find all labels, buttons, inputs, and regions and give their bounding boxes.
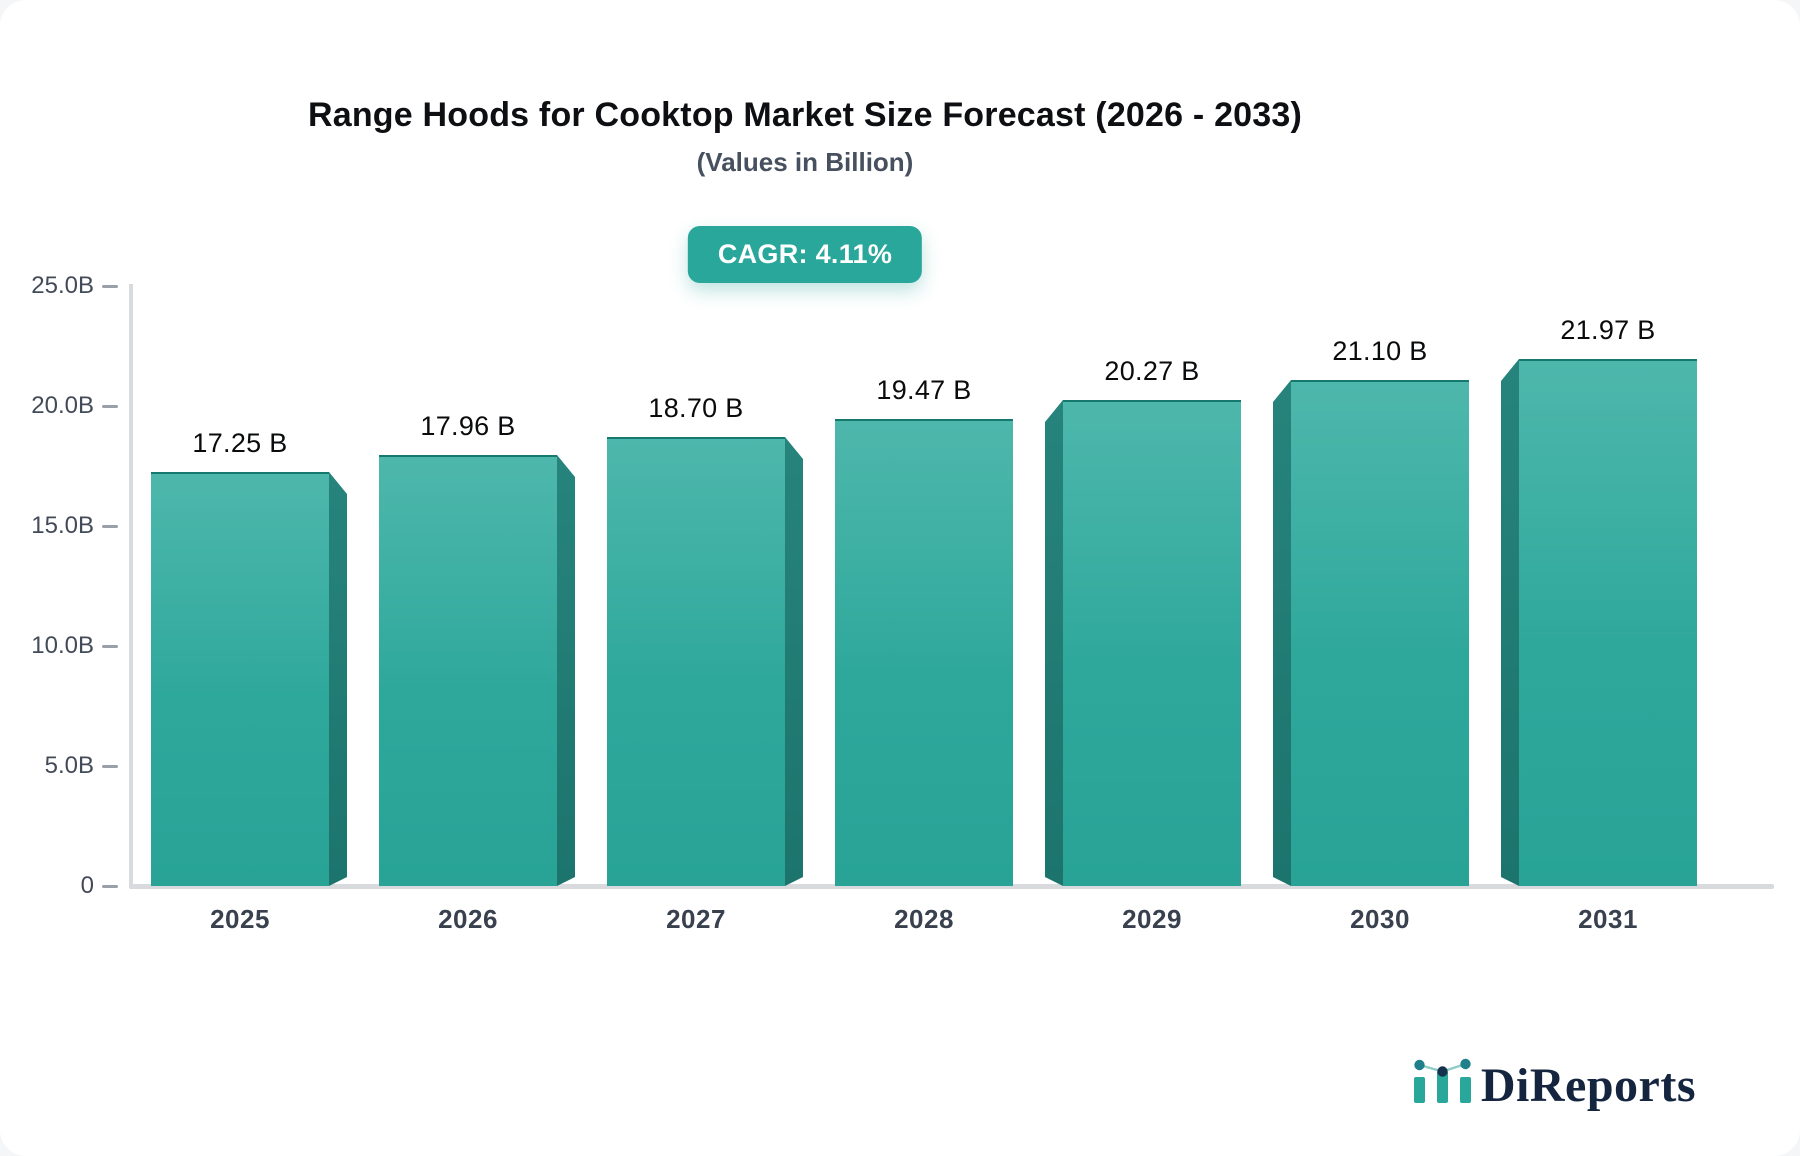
x-axis-baseline bbox=[129, 884, 1774, 889]
logo-text: DiReports bbox=[1480, 1059, 1696, 1112]
y-axis-tick-mark bbox=[102, 284, 118, 288]
y-axis-tick-label: 25.0B bbox=[31, 272, 94, 299]
y-axis-tick-label: 5.0B bbox=[44, 752, 94, 779]
bar-3d-side bbox=[329, 472, 347, 886]
bar-value-label: 21.97 B bbox=[1560, 315, 1656, 345]
bar-value-label: 20.27 B bbox=[1104, 356, 1200, 386]
x-axis-category-label: 2031 bbox=[1578, 904, 1638, 934]
x-axis-category-label: 2026 bbox=[438, 904, 498, 934]
x-axis-category-label: 2027 bbox=[666, 904, 726, 934]
y-axis-tick-label: 0 bbox=[80, 872, 94, 899]
y-axis-tick-mark bbox=[102, 404, 118, 408]
bar-value-label: 17.96 B bbox=[420, 411, 516, 441]
bar-2028 bbox=[835, 419, 1013, 886]
cagr-badge: CAGR: 4.11% bbox=[687, 226, 923, 283]
y-axis-line bbox=[129, 284, 133, 885]
x-axis-category-label: 2030 bbox=[1350, 904, 1410, 934]
bar-value-label: 18.70 B bbox=[648, 393, 744, 423]
x-axis-category-label: 2029 bbox=[1122, 904, 1182, 934]
x-axis-category-label: 2028 bbox=[894, 904, 954, 934]
bar-3d-side bbox=[557, 455, 575, 886]
y-axis-tick-mark bbox=[102, 644, 118, 648]
chart-title: Range Hoods for Cooktop Market Size Fore… bbox=[307, 96, 1303, 134]
y-axis-tick-mark bbox=[102, 884, 118, 888]
bar-2031 bbox=[1519, 359, 1697, 886]
bar-value-label: 19.47 B bbox=[876, 375, 972, 405]
bar-2029 bbox=[1063, 400, 1241, 886]
bar-3d-side bbox=[1273, 380, 1291, 886]
bar-3d-side bbox=[1501, 359, 1519, 886]
y-axis-tick-label: 20.0B bbox=[31, 392, 94, 419]
bar-2030 bbox=[1291, 380, 1469, 886]
bar-2025 bbox=[151, 472, 329, 886]
mini-bar-line-chart-icon bbox=[1413, 1058, 1471, 1103]
bar-3d-side bbox=[1045, 400, 1063, 886]
bar-value-label: 17.25 B bbox=[192, 428, 288, 458]
direports-logo: DiReports bbox=[1412, 1055, 1696, 1110]
y-axis-tick-label: 15.0B bbox=[31, 512, 94, 539]
x-axis-category-label: 2025 bbox=[210, 904, 270, 934]
bar-2026 bbox=[379, 455, 557, 886]
y-axis-tick-label: 10.0B bbox=[31, 632, 94, 659]
chart-header: Range Hoods for Cooktop Market Size Fore… bbox=[0, 0, 1610, 178]
chart-subtitle: (Values in Billion) bbox=[696, 147, 914, 177]
bar-value-label: 21.10 B bbox=[1332, 336, 1428, 366]
bar-2027 bbox=[607, 437, 785, 886]
y-axis-tick-mark bbox=[102, 524, 118, 528]
y-axis-tick-mark bbox=[102, 764, 118, 768]
bar-3d-side bbox=[785, 437, 803, 886]
